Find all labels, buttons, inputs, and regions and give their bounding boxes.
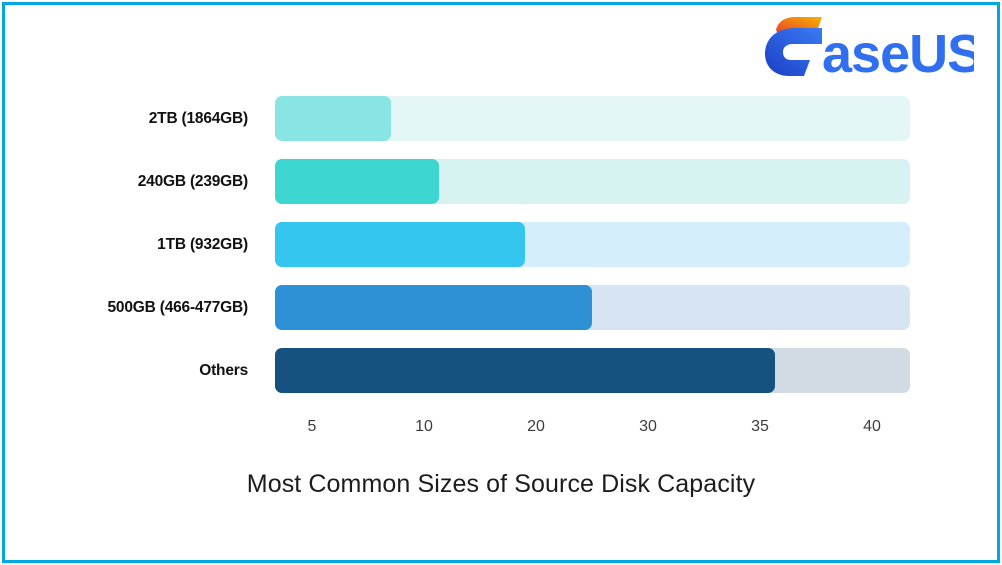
chart-row: 1TB (932GB) <box>0 222 1002 267</box>
chart-row: Others <box>0 348 1002 393</box>
axis-tick-label: 35 <box>751 418 769 435</box>
axis-tick-label: 40 <box>863 418 881 435</box>
chart-row: 240GB (239GB) <box>0 159 1002 204</box>
bar-fill <box>275 159 439 204</box>
bar-fill <box>275 348 775 393</box>
logo-wordmark: aseUS <box>822 24 974 80</box>
category-label: Others <box>199 361 248 379</box>
bar-track <box>275 285 910 330</box>
axis-tick-label: 20 <box>527 418 545 435</box>
bar-fill <box>275 222 525 267</box>
bar-fill <box>275 96 391 141</box>
category-label: 500GB (466-477GB) <box>107 298 249 316</box>
chart-row: 500GB (466-477GB) <box>0 285 1002 330</box>
category-label: 1TB (932GB) <box>157 235 248 253</box>
x-axis: 5 10 20 30 35 40 <box>0 418 1002 448</box>
logo-mark-body <box>765 28 822 76</box>
bar-chart: 2TB (1864GB) 240GB (239GB) 1TB (932GB) 5… <box>0 96 1002 426</box>
axis-tick-label: 5 <box>307 418 317 435</box>
bar-fill <box>275 285 592 330</box>
bar-track <box>275 96 910 141</box>
bar-track <box>275 222 910 267</box>
easeus-logo: aseUS <box>760 14 974 80</box>
bar-track <box>275 159 910 204</box>
axis-tick-label: 30 <box>639 418 657 435</box>
chart-title: Most Common Sizes of Source Disk Capacit… <box>246 470 756 498</box>
chart-row: 2TB (1864GB) <box>0 96 1002 141</box>
axis-tick-label: 10 <box>415 418 433 435</box>
bar-track <box>275 348 910 393</box>
category-label: 240GB (239GB) <box>137 172 248 190</box>
category-label: 2TB (1864GB) <box>148 109 248 127</box>
